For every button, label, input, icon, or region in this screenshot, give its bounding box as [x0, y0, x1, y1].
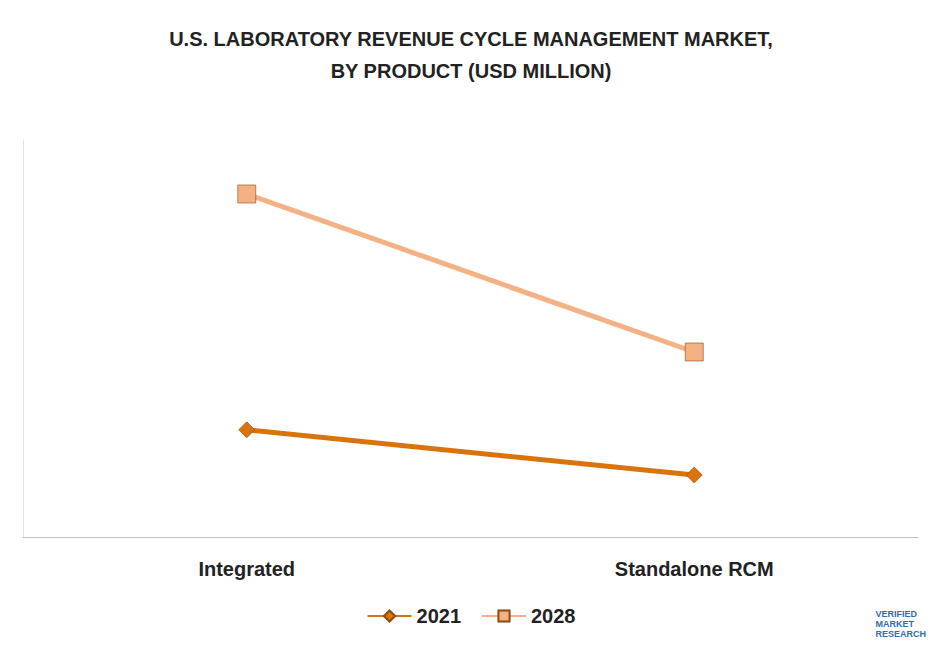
svg-text:MARKET: MARKET	[875, 619, 914, 629]
svg-text:RESEARCH: RESEARCH	[875, 629, 926, 639]
svg-text:2028: 2028	[531, 605, 576, 627]
svg-text:2021: 2021	[417, 605, 462, 627]
svg-text:VERIFIED: VERIFIED	[875, 609, 917, 619]
svg-text:BY PRODUCT (USD MILLION): BY PRODUCT (USD MILLION)	[331, 60, 612, 82]
svg-text:U.S. LABORATORY REVENUE CYCLE: U.S. LABORATORY REVENUE CYCLE MANAGEMENT…	[169, 28, 773, 50]
svg-text:Integrated: Integrated	[198, 558, 295, 580]
svg-text:Standalone RCM: Standalone RCM	[615, 558, 774, 580]
